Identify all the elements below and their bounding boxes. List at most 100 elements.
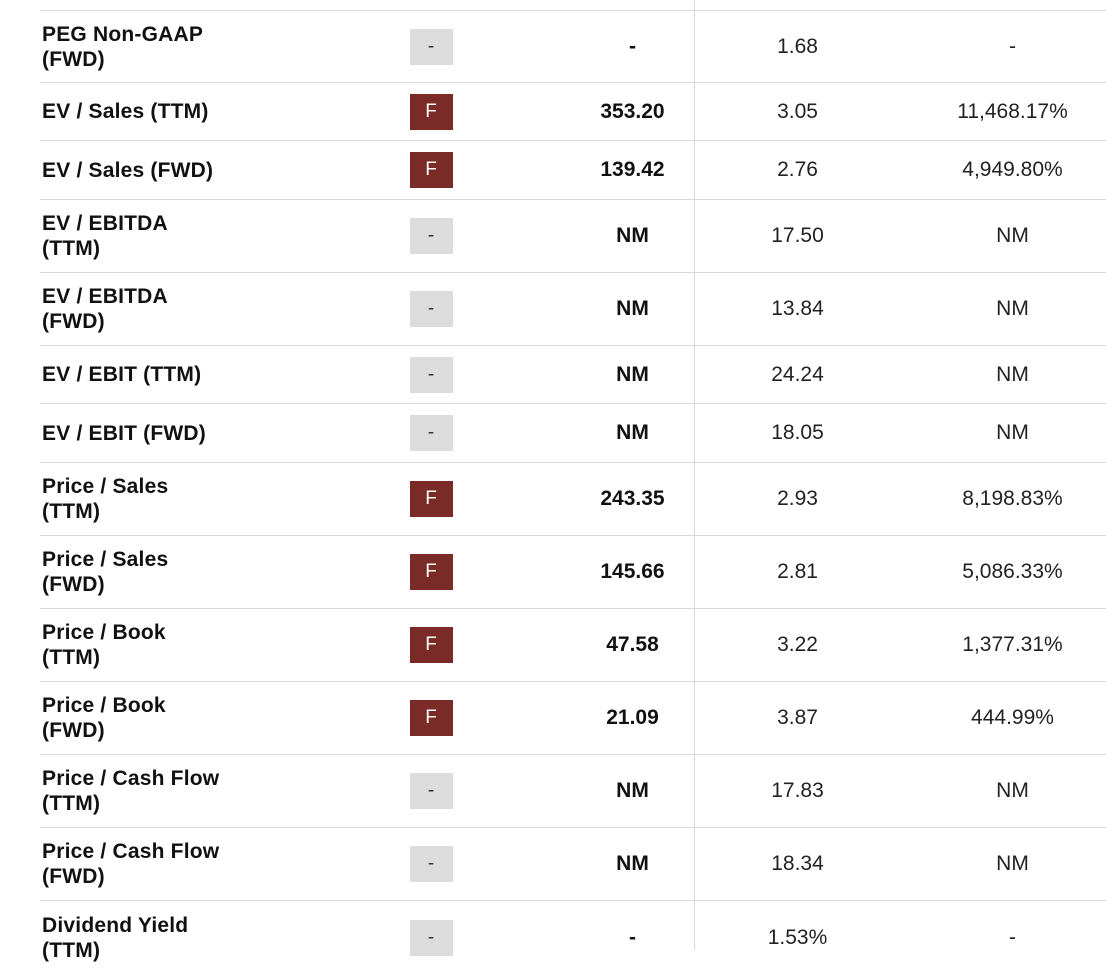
metric-name: EV / EBIT (FWD) <box>42 421 206 445</box>
table-row: EV / Sales (FWD) F 139.42 2.76 4,949.80% <box>40 141 1106 200</box>
percent-diff: - <box>1009 925 1016 949</box>
grade-cell: - <box>409 200 453 272</box>
percent-diff: 1,377.31% <box>962 633 1063 656</box>
table-row: PEG Non-GAAP (FWD) - - 1.68 - <box>40 11 1106 83</box>
percent-diff: 4,949.80% <box>962 158 1063 181</box>
grade-cell: F <box>409 609 453 681</box>
table-row: EV / EBITDA (FWD) - NM 13.84 NM <box>40 273 1106 346</box>
grade-cell: F <box>409 536 453 608</box>
sector-median: 1.53% <box>767 925 828 949</box>
metric-name: Price / Cash Flow (FWD) <box>42 840 220 888</box>
percent-diff: 8,198.83% <box>962 487 1063 510</box>
metric-name: Dividend Yield (TTM) <box>42 913 189 962</box>
sector-median: 3.05 <box>777 99 818 123</box>
company-value: NM <box>616 852 649 875</box>
percent-diff: NM <box>996 779 1029 802</box>
percent-diff: NM <box>996 362 1029 386</box>
grade-badge[interactable]: F <box>409 627 453 663</box>
grade-cell: - <box>409 901 453 974</box>
metric-name: EV / Sales (FWD) <box>42 158 214 182</box>
grade-cell: F <box>409 682 453 754</box>
metric-name: Price / Sales (TTM) <box>42 475 169 523</box>
company-value: 145.66 <box>600 560 665 583</box>
table-row: Price / Cash Flow (TTM) - NM 17.83 NM <box>40 755 1106 828</box>
company-value: 353.20 <box>600 99 665 123</box>
company-value: NM <box>616 421 649 444</box>
metric-name: EV / EBITDA (FWD) <box>42 285 168 333</box>
metric-name: EV / EBITDA (TTM) <box>42 212 168 260</box>
table-row: Price / Book (FWD) F 21.09 3.87 444.99% <box>40 682 1106 755</box>
metric-name: PEG Non-GAAP (FWD) <box>42 22 204 71</box>
company-value: 21.09 <box>606 706 659 729</box>
grade-cell: - <box>409 11 453 82</box>
grade-badge[interactable]: - <box>409 919 453 956</box>
grade-badge[interactable]: - <box>409 291 453 327</box>
company-value: NM <box>616 224 649 247</box>
sector-median: 17.83 <box>771 779 824 802</box>
metric-name: EV / EBIT (TTM) <box>42 363 202 386</box>
metric-name: Price / Sales (FWD) <box>42 548 169 596</box>
table-row: Price / Sales (TTM) F 243.35 2.93 8,198.… <box>40 463 1106 536</box>
percent-diff: 444.99% <box>971 706 1054 729</box>
grade-badge[interactable]: - <box>409 28 453 65</box>
grade-badge[interactable]: - <box>409 356 453 393</box>
grade-badge[interactable]: - <box>409 846 453 882</box>
table-row: Price / Cash Flow (FWD) - NM 18.34 NM <box>40 828 1106 901</box>
grade-cell: - <box>409 828 453 900</box>
table-row: Price / Book (TTM) F 47.58 3.22 1,377.31… <box>40 609 1106 682</box>
sector-median: 2.81 <box>777 560 818 583</box>
company-value: 139.42 <box>600 158 665 181</box>
sector-median: 2.76 <box>777 158 818 181</box>
percent-diff: - <box>1009 34 1016 58</box>
sector-median: 18.34 <box>771 852 824 875</box>
grade-badge[interactable]: - <box>409 218 453 254</box>
table-top-border <box>40 10 1106 11</box>
metric-name: EV / Sales (TTM) <box>42 100 209 123</box>
sector-median: 1.68 <box>777 34 818 58</box>
company-value: 47.58 <box>606 633 659 656</box>
grade-cell: - <box>409 273 453 345</box>
grade-badge[interactable]: F <box>409 152 453 188</box>
table-row: EV / EBITDA (TTM) - NM 17.50 NM <box>40 200 1106 273</box>
table-row: Dividend Yield (TTM) - - 1.53% - <box>40 901 1106 974</box>
company-value: NM <box>616 779 649 802</box>
sector-median: 2.93 <box>777 487 818 510</box>
grade-cell: - <box>409 755 453 827</box>
sector-median: 3.87 <box>777 706 818 729</box>
percent-diff: NM <box>996 852 1029 875</box>
sector-median: 24.24 <box>771 362 824 386</box>
grade-badge[interactable]: - <box>409 773 453 809</box>
table-row: EV / EBIT (TTM) - NM 24.24 NM <box>40 346 1106 404</box>
grade-badge[interactable]: F <box>409 554 453 590</box>
sector-median: 17.50 <box>771 224 824 247</box>
company-value: 243.35 <box>600 487 665 510</box>
metric-name: Price / Book (TTM) <box>42 621 166 669</box>
grade-cell: F <box>409 463 453 535</box>
percent-diff: 5,086.33% <box>962 560 1063 583</box>
grade-badge[interactable]: F <box>409 481 453 517</box>
company-value: NM <box>616 362 649 386</box>
sector-median: 13.84 <box>771 297 824 320</box>
grade-cell: - <box>409 404 453 462</box>
grade-cell: - <box>409 346 453 403</box>
company-value: NM <box>616 297 649 320</box>
grade-cell: F <box>409 83 453 140</box>
metric-name: Price / Book (FWD) <box>42 694 166 742</box>
company-value: - <box>629 925 636 949</box>
table-row: EV / EBIT (FWD) - NM 18.05 NM <box>40 404 1106 463</box>
grade-badge[interactable]: - <box>409 415 453 451</box>
percent-diff: NM <box>996 421 1029 444</box>
percent-diff: NM <box>996 224 1029 247</box>
company-value: - <box>629 34 636 58</box>
table-row: EV / Sales (TTM) F 353.20 3.05 11,468.17… <box>40 83 1106 141</box>
percent-diff: NM <box>996 297 1029 320</box>
grade-cell: F <box>409 141 453 199</box>
metric-name: Price / Cash Flow (TTM) <box>42 767 220 815</box>
sector-median: 3.22 <box>777 633 818 656</box>
grade-badge[interactable]: F <box>409 93 453 130</box>
sector-median: 18.05 <box>771 421 824 444</box>
table-row: Price / Sales (FWD) F 145.66 2.81 5,086.… <box>40 536 1106 609</box>
column-divider <box>694 0 695 950</box>
percent-diff: 11,468.17% <box>957 99 1068 123</box>
grade-badge[interactable]: F <box>409 700 453 736</box>
